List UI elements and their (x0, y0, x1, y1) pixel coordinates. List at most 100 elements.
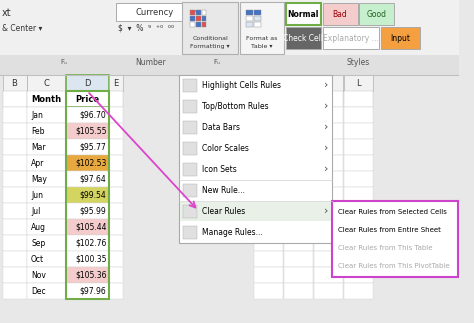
Text: Good: Good (367, 9, 387, 18)
Text: ›: › (324, 164, 328, 174)
Bar (254, 16, 261, 21)
Bar (116, 3, 201, 21)
Bar (284, 123, 313, 139)
Bar (314, 123, 343, 139)
Text: New Rule...: New Rule... (201, 185, 245, 194)
Bar (66, 91, 109, 299)
Text: Clear Rules from This Table: Clear Rules from This Table (338, 245, 433, 251)
Text: $100.35: $100.35 (75, 255, 107, 264)
Text: Explanatory ...: Explanatory ... (323, 34, 379, 43)
Bar (314, 75, 343, 91)
Bar (284, 155, 313, 171)
Bar (314, 251, 343, 267)
Text: ›: › (324, 80, 328, 90)
Text: C: C (44, 78, 49, 88)
Bar (254, 219, 283, 235)
Bar (3, 155, 27, 171)
Bar (0, 55, 459, 75)
Text: Clear Rules from This PivotTable: Clear Rules from This PivotTable (338, 263, 450, 269)
Bar (314, 219, 343, 235)
Text: Jun: Jun (31, 191, 43, 200)
Bar (109, 107, 123, 123)
Bar (183, 226, 197, 239)
Text: Color Scales: Color Scales (201, 143, 248, 152)
Bar (314, 91, 343, 107)
Bar (27, 219, 66, 235)
Bar (323, 27, 379, 49)
Bar (109, 155, 123, 171)
Text: $99.54: $99.54 (80, 191, 107, 200)
Bar (109, 267, 123, 283)
Bar (254, 251, 283, 267)
Bar (27, 75, 66, 91)
Text: I: I (267, 78, 270, 88)
Bar (284, 91, 313, 107)
Bar (27, 155, 66, 171)
Bar (3, 235, 27, 251)
Bar (66, 283, 109, 299)
Text: ›: › (324, 101, 328, 111)
Bar (3, 171, 27, 187)
Text: ▾: ▾ (195, 9, 199, 15)
Bar (183, 121, 197, 134)
Text: Dec: Dec (31, 287, 46, 296)
Bar (314, 187, 343, 203)
Bar (314, 107, 343, 123)
Text: $102.53: $102.53 (75, 159, 107, 168)
Text: Formatting ▾: Formatting ▾ (191, 44, 230, 48)
Text: Fᵤ: Fᵤ (60, 59, 67, 65)
Text: K: K (326, 78, 331, 88)
Bar (3, 139, 27, 155)
Bar (109, 91, 123, 107)
Text: Icon Sets: Icon Sets (201, 164, 236, 173)
Bar (3, 251, 27, 267)
Text: $105.55: $105.55 (75, 127, 107, 136)
Bar (190, 22, 195, 27)
Bar (284, 75, 313, 91)
Text: Fᵤ: Fᵤ (213, 59, 220, 65)
Bar (254, 107, 283, 123)
Text: Format as: Format as (246, 36, 277, 40)
Bar (284, 235, 313, 251)
Text: Normal: Normal (288, 9, 319, 18)
Bar (109, 75, 123, 91)
Bar (314, 283, 343, 299)
Bar (109, 171, 123, 187)
Text: Conditional: Conditional (192, 36, 228, 40)
Text: Bad: Bad (333, 9, 347, 18)
Bar (27, 267, 66, 283)
Bar (344, 139, 373, 155)
Text: Highlight Cells Rules: Highlight Cells Rules (201, 80, 281, 89)
Text: D: D (84, 78, 91, 88)
Bar (254, 155, 283, 171)
Bar (344, 203, 373, 219)
Bar (180, 202, 331, 221)
Text: Jul: Jul (31, 206, 40, 215)
Text: Clear Rules from Entire Sheet: Clear Rules from Entire Sheet (338, 227, 441, 233)
Bar (66, 91, 109, 107)
Bar (344, 91, 373, 107)
Bar (323, 3, 357, 25)
Bar (254, 123, 283, 139)
Bar (286, 27, 321, 49)
Bar (314, 203, 343, 219)
Bar (183, 184, 197, 197)
Bar (344, 235, 373, 251)
Bar (0, 0, 459, 75)
Bar (344, 251, 373, 267)
Bar (27, 91, 66, 107)
Bar (284, 251, 313, 267)
Bar (3, 107, 27, 123)
Bar (109, 123, 123, 139)
Bar (27, 171, 66, 187)
Bar (66, 203, 109, 219)
Bar (66, 155, 109, 171)
Text: $95.99: $95.99 (80, 206, 107, 215)
Bar (254, 139, 283, 155)
Bar (109, 235, 123, 251)
Text: Table ▾: Table ▾ (251, 44, 273, 48)
Bar (254, 283, 283, 299)
Text: Number: Number (135, 57, 165, 67)
Bar (196, 10, 201, 15)
Bar (3, 283, 27, 299)
